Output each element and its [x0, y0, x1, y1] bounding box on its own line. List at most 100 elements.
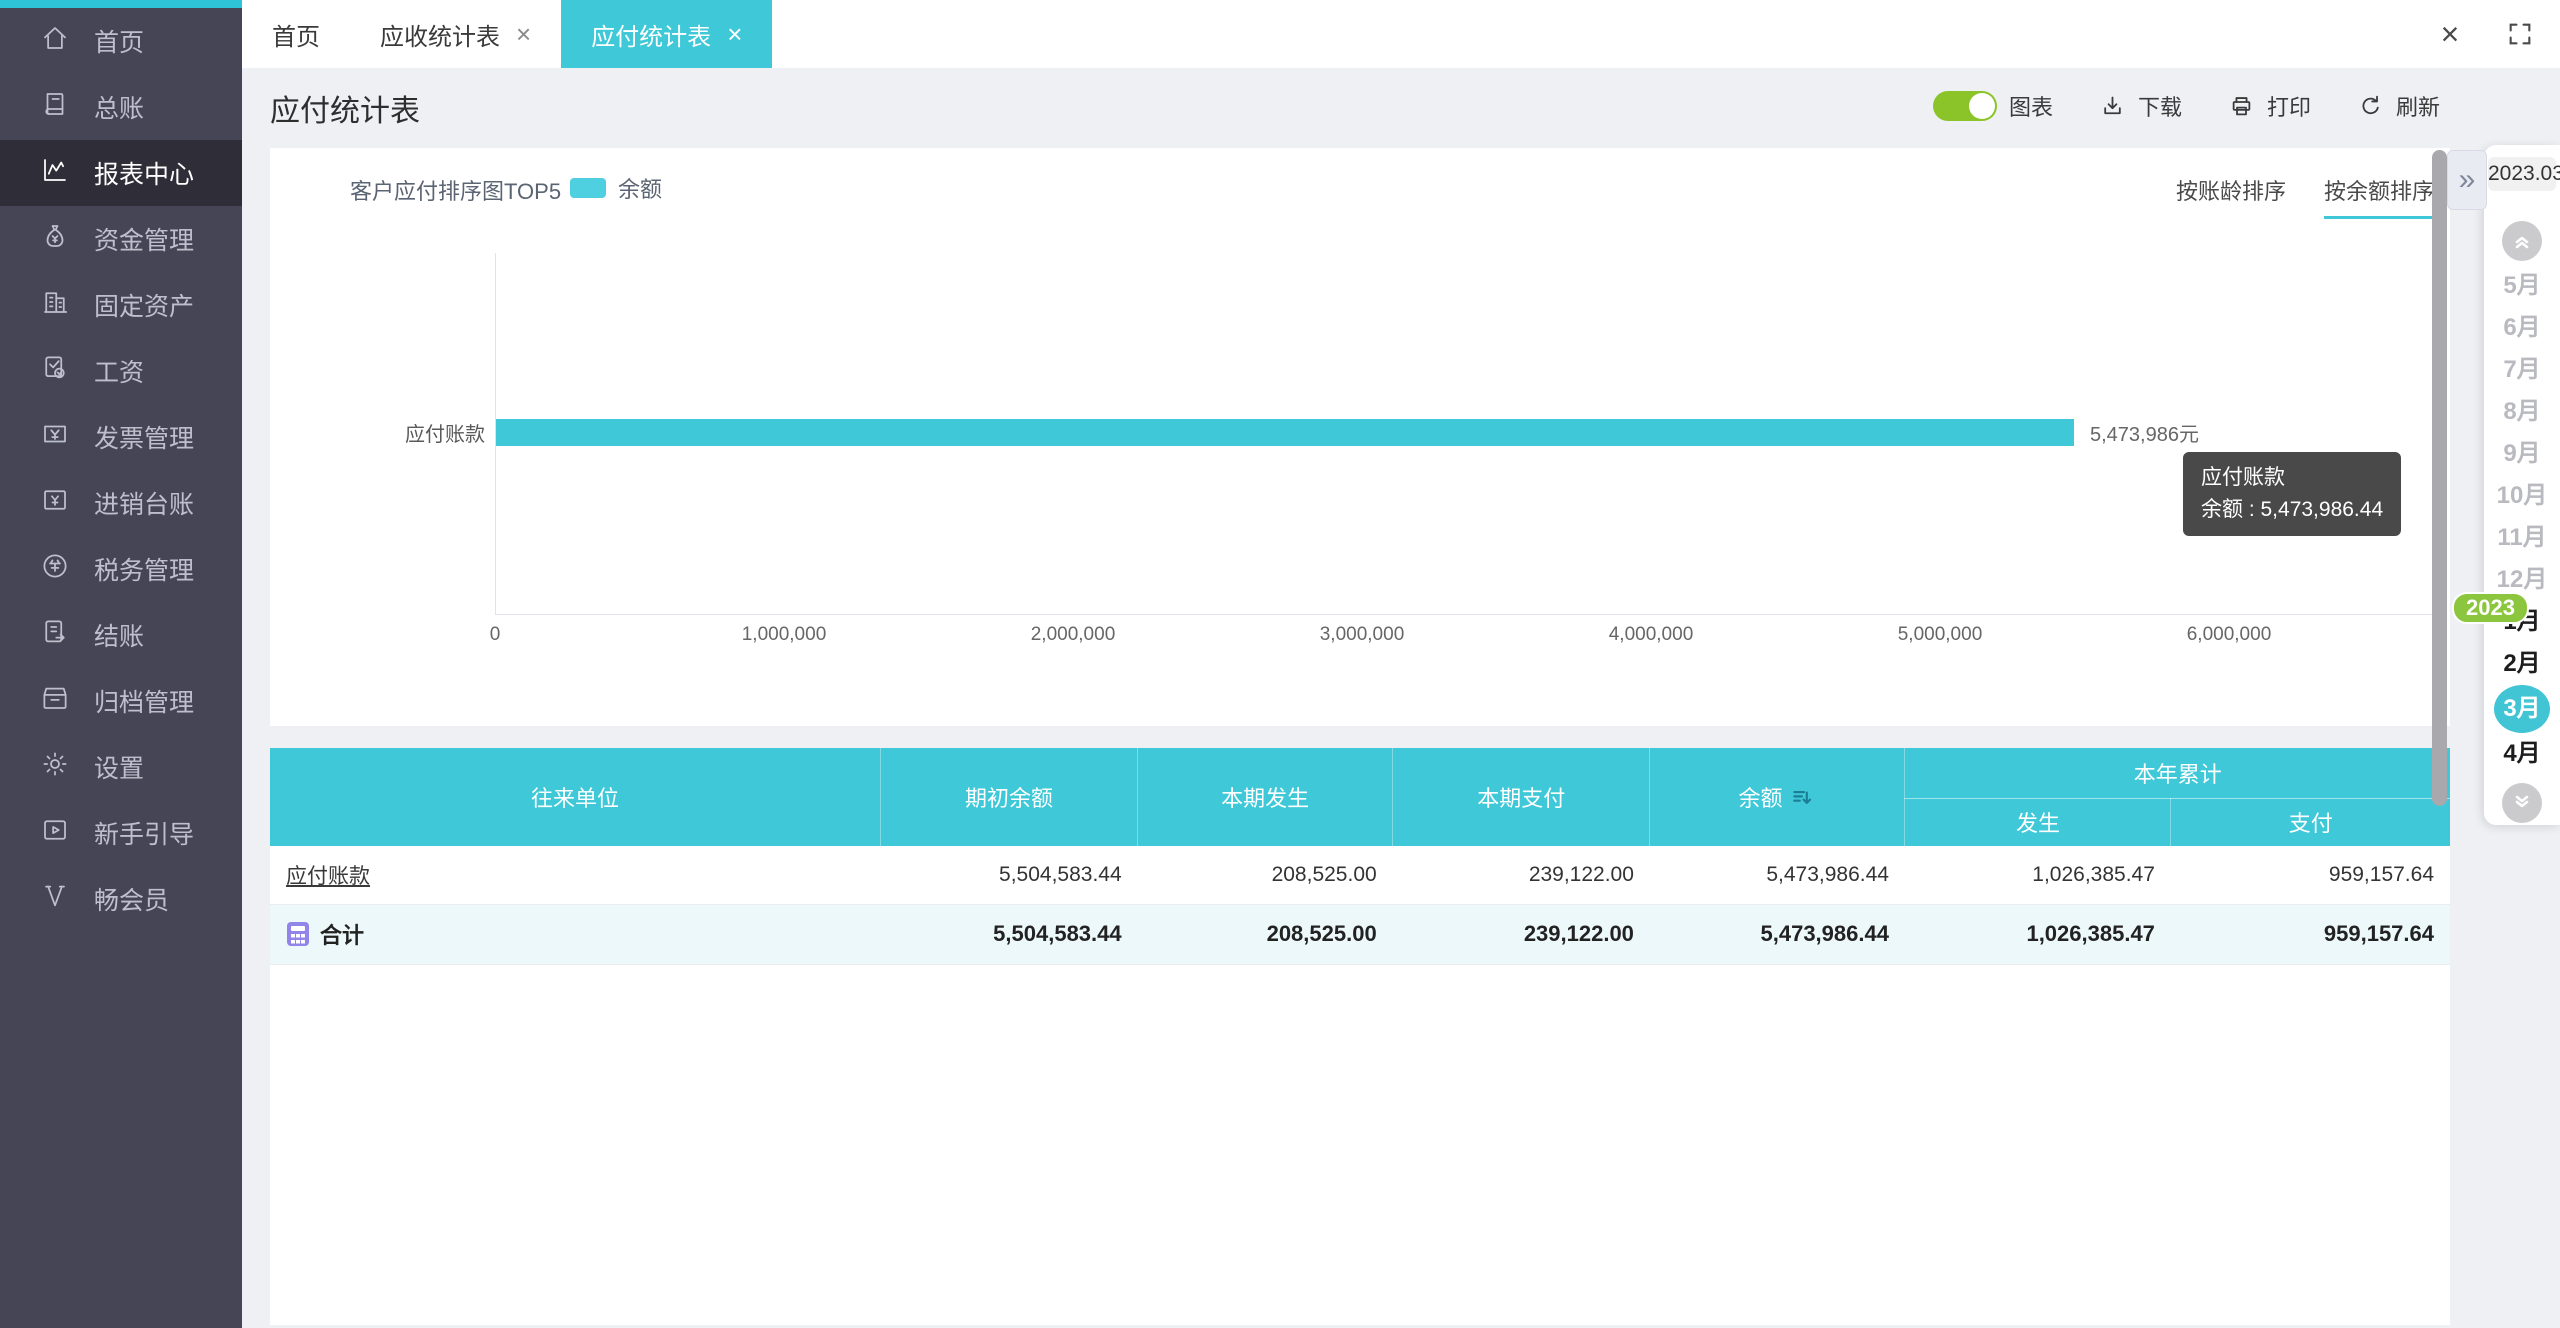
sidebar-item-salary[interactable]: 工资: [0, 338, 242, 404]
sidebar-item-tax[interactable]: 税务管理: [0, 536, 242, 602]
chart-legend: 余额: [570, 172, 662, 204]
table-row: 应付账款 5,504,583.44 208,525.00 239,122.00 …: [270, 846, 2450, 905]
toggle-knob: [1968, 93, 1995, 119]
trade-ledger-icon: [40, 485, 70, 522]
bar-value-label: 5,473,986元: [2090, 423, 2199, 446]
building-icon: [40, 287, 70, 324]
tab-home[interactable]: 首页: [242, 0, 350, 68]
header-ytd-incurred: 发生: [1904, 798, 2172, 846]
tab-label: 应付统计表: [591, 23, 712, 51]
total-period-incurred: 208,525.00: [1137, 904, 1393, 965]
sidebar-item-home[interactable]: 首页: [0, 8, 242, 74]
month-item-4[interactable]: 4月: [2503, 740, 2541, 767]
invoice-icon: [40, 419, 70, 456]
ledger-icon: [40, 89, 70, 126]
fullscreen-button[interactable]: [2498, 12, 2542, 56]
money-bag-icon: [40, 221, 70, 258]
x-axis-tick: 5,000,000: [1897, 624, 1983, 645]
unit-link-payable[interactable]: 应付账款: [286, 864, 370, 888]
sidebar-item-label: 资金管理: [94, 227, 195, 255]
chart-bar-payable[interactable]: [496, 419, 2074, 446]
sidebar-item-report-center[interactable]: 报表中心: [0, 140, 242, 206]
vip-member-icon: [40, 881, 70, 918]
printer-icon: [2232, 96, 2251, 115]
download-button[interactable]: 下载: [2099, 90, 2182, 122]
chart-toggle-switch[interactable]: [1932, 91, 1997, 121]
window-controls: ×: [2428, 0, 2560, 68]
header-period-incurred: 本期发生: [1137, 748, 1394, 846]
total-opening-balance: 5,504,583.44: [880, 904, 1138, 965]
cell-ytd-incurred: 1,026,385.47: [1904, 846, 2171, 905]
cell-ytd-paid: 959,157.64: [2170, 846, 2450, 905]
month-item-10[interactable]: 10月: [2496, 482, 2548, 509]
sidebar-item-guide[interactable]: 新手引导: [0, 800, 242, 866]
sidebar-item-label: 报表中心: [94, 161, 195, 189]
header-unit: 往来单位: [270, 748, 881, 846]
sidebar-item-membership[interactable]: 畅会员: [0, 866, 242, 932]
month-item-6[interactable]: 6月: [2503, 314, 2541, 341]
scroll-months-up-button[interactable]: [2502, 221, 2542, 261]
sidebar-item-label: 首页: [94, 29, 145, 57]
sidebar-item-label: 结账: [94, 623, 145, 651]
x-axis-tick: 3,000,000: [1319, 624, 1405, 645]
tab-receivable-report[interactable]: 应收统计表 ×: [350, 0, 561, 68]
refresh-button[interactable]: 刷新: [2357, 90, 2440, 122]
sidebar-item-trade-ledger[interactable]: 进销台账: [0, 470, 242, 536]
sidebar-item-label: 工资: [94, 359, 145, 387]
month-item-3-selected[interactable]: 3月: [2494, 685, 2550, 733]
chart-sort-links: 按账龄排序 按余额排序: [2176, 174, 2434, 219]
toolbar: 图表 下载 打印 刷新: [1932, 90, 2440, 122]
sidebar-item-settings[interactable]: 设置: [0, 734, 242, 800]
month-item-12[interactable]: 12月: [2496, 566, 2548, 593]
table-total-row: 合计 5,504,583.44 208,525.00 239,122.00 5,…: [270, 904, 2450, 965]
legend-swatch: [570, 178, 606, 198]
tab-bar: 首页 应收统计表 × 应付统计表 × ×: [242, 0, 2560, 68]
sidebar-item-closing[interactable]: 结账: [0, 602, 242, 668]
window-close-button[interactable]: ×: [2428, 12, 2472, 56]
month-item-11[interactable]: 11月: [2497, 524, 2547, 551]
sidebar-item-funds[interactable]: 资金管理: [0, 206, 242, 272]
tooltip-value: 余额 : 5,473,986.44: [2201, 498, 2384, 521]
month-item-2[interactable]: 2月: [2503, 650, 2541, 677]
tab-payable-report[interactable]: 应付统计表 ×: [561, 0, 773, 68]
current-period-pill: 2023.03: [2488, 157, 2560, 191]
cell-opening-balance: 5,504,583.44: [880, 846, 1138, 905]
sidebar-item-archive[interactable]: 归档管理: [0, 668, 242, 734]
header-balance[interactable]: 余额: [1649, 748, 1906, 846]
sidebar-item-general-ledger[interactable]: 总账: [0, 74, 242, 140]
sort-by-aging-link[interactable]: 按账龄排序: [2175, 179, 2286, 204]
panel-scrollbar[interactable]: [2432, 150, 2447, 806]
tab-close-icon[interactable]: ×: [727, 18, 743, 49]
month-selector-panel: 2023.03 5月 6月 7月 8月 9月 10月 11月 12月 1月 2月…: [2452, 145, 2560, 825]
total-balance: 5,473,986.44: [1649, 904, 1905, 965]
month-item-8[interactable]: 8月: [2503, 398, 2541, 425]
header-period-paid: 本期支付: [1392, 748, 1651, 846]
sidebar-item-fixed-assets[interactable]: 固定资产: [0, 272, 242, 338]
month-item-5[interactable]: 5月: [2503, 272, 2541, 299]
year-badge: 2023: [2452, 592, 2529, 624]
tooltip-title: 应付账款: [2201, 466, 2285, 489]
chart-card: 客户应付排序图TOP5 余额 按账龄排序 按余额排序 应付账款 5,473,98…: [270, 148, 2450, 726]
month-item-9[interactable]: 9月: [2503, 440, 2541, 467]
month-list: 5月 6月 7月 8月 9月 10月 11月 12月 1月 2月 3月 4月: [2494, 265, 2550, 775]
collapse-panel-button[interactable]: »: [2447, 150, 2487, 210]
home-icon: [40, 23, 70, 60]
chart-title: 客户应付排序图TOP5: [350, 179, 562, 204]
x-axis-tick: 6,000,000: [2186, 624, 2272, 645]
scroll-months-down-button[interactable]: [2502, 783, 2542, 823]
sidebar-nav: 首页 总账 报表中心 资金管理 固定资产 工资: [0, 8, 242, 932]
month-item-7[interactable]: 7月: [2503, 356, 2541, 383]
sort-by-balance-link[interactable]: 按余额排序: [2323, 174, 2434, 219]
tab-close-icon[interactable]: ×: [516, 18, 532, 49]
total-ytd-incurred: 1,026,385.47: [1904, 904, 2171, 965]
cell-balance: 5,473,986.44: [1649, 846, 1905, 905]
payable-statistics-table: 往来单位 期初余额 本期发生 本期支付 余额 本年累计 发生 支付 应付账款: [270, 748, 2450, 965]
sidebar-item-invoice[interactable]: 发票管理: [0, 404, 242, 470]
sidebar: 首页 总账 报表中心 资金管理 固定资产 工资: [0, 0, 242, 1328]
print-button[interactable]: 打印: [2228, 90, 2311, 122]
chart-tooltip: 应付账款 余额 : 5,473,986.44: [2183, 452, 2402, 536]
tab-label: 首页: [272, 23, 320, 51]
fullscreen-icon: [2509, 23, 2531, 45]
chart-toggle-group: 图表: [1932, 90, 2053, 122]
header-ytd-paid: 支付: [2170, 798, 2450, 846]
